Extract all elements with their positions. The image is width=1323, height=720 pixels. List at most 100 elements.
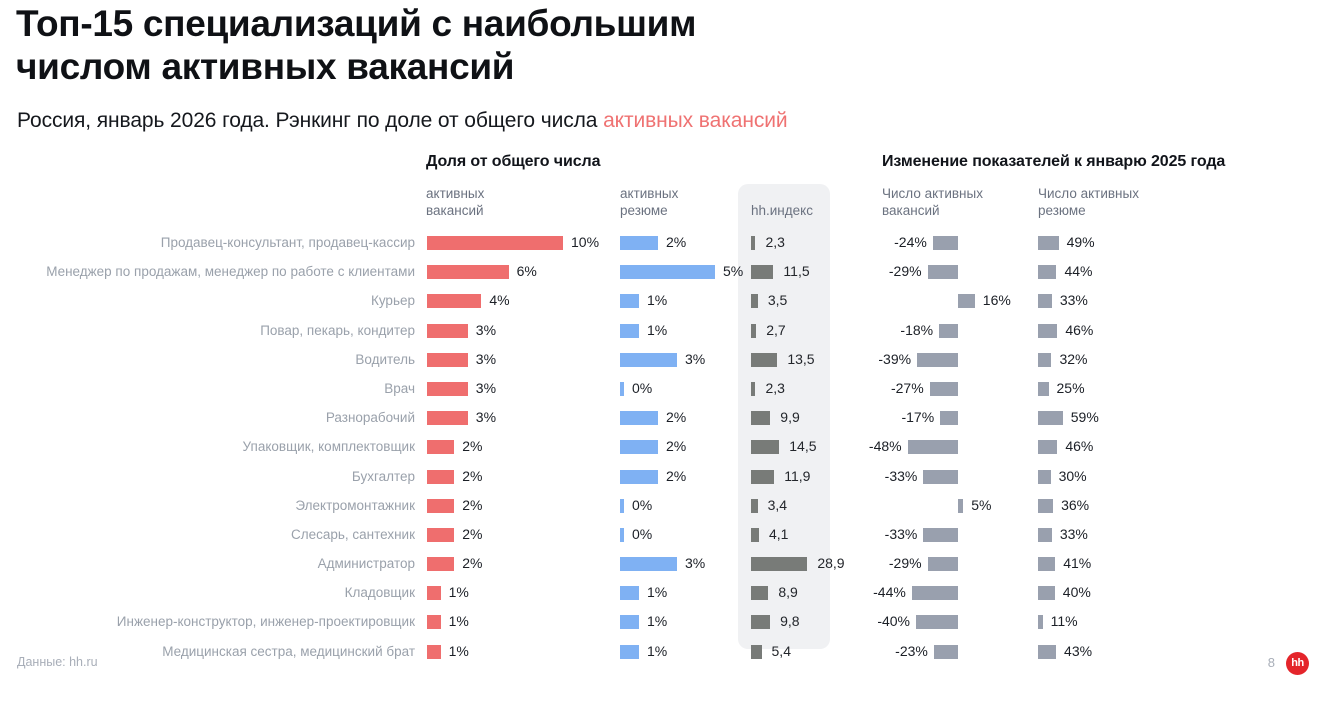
- hh-index-value: 2,3: [765, 379, 785, 396]
- delta-resumes-bar-cell: 46%: [1038, 432, 1188, 461]
- delta-vacancies-cell: -33%: [878, 462, 1028, 491]
- row-label: Слесарь, сантехник: [290, 526, 415, 542]
- page-title: Топ-15 специализаций с наибольшим числом…: [16, 3, 697, 87]
- vacancy-share-bar-cell: 1%: [427, 578, 612, 607]
- delta-vacancies-value: -29%: [888, 263, 922, 280]
- vacancy-share-bar-cell: 1%: [427, 637, 612, 666]
- delta-resumes-value: 40%: [1062, 584, 1091, 601]
- hh-index-bar: [751, 352, 778, 367]
- delta-resumes-bar: [1038, 557, 1056, 572]
- resume-share-bar: [620, 411, 658, 426]
- delta-vacancies-cell: -33%: [878, 520, 1028, 549]
- delta-vacancies-value: -29%: [888, 555, 922, 572]
- resume-share-value: 0%: [632, 379, 653, 396]
- resume-share-value: 1%: [647, 321, 668, 338]
- delta-resumes-bar-cell: 33%: [1038, 286, 1188, 315]
- vacancy-share-value: 2%: [462, 467, 483, 484]
- hh-index-bar: [751, 557, 808, 572]
- delta-resumes-bar: [1038, 411, 1063, 426]
- table-row: Бухгалтер 2% 2% 11,9 -33% 30%: [0, 462, 1323, 491]
- hh-index-bar: [751, 236, 756, 250]
- table-row: Слесарь, сантехник 2% 0% 4,1 -33% 33%: [0, 520, 1323, 549]
- hh-index-value: 14,5: [789, 438, 817, 455]
- delta-vacancies-cell: 16%: [878, 286, 1028, 315]
- resume-share-value: 3%: [685, 555, 706, 572]
- delta-resumes-value: 33%: [1059, 525, 1088, 542]
- hh-index-bar-cell: 9,9: [751, 403, 831, 432]
- row-label: Повар, пекарь, кондитер: [260, 322, 415, 338]
- table-row: Кладовщик 1% 1% 8,9 -44% 40%: [0, 578, 1323, 607]
- hh-index-bar-cell: 14,5: [751, 432, 831, 461]
- hh-index-value: 2,3: [765, 234, 785, 250]
- delta-vacancies-bar: [932, 236, 958, 250]
- vacancy-share-bar-cell: 4%: [427, 286, 612, 315]
- delta-vacancies-bar: [923, 527, 958, 542]
- hh-index-bar-cell: 5,4: [751, 637, 831, 666]
- vacancy-share-bar: [427, 644, 441, 659]
- hh-index-bar-cell: 2,7: [751, 316, 831, 345]
- hh-index-bar: [751, 323, 757, 338]
- delta-vacancies-value: -23%: [895, 642, 928, 659]
- delta-resumes-bar: [1038, 381, 1049, 396]
- resume-share-bar-cell: 0%: [620, 374, 732, 403]
- column-header-delta-vacancies: Число активных вакансий: [882, 186, 983, 218]
- table-row: Электромонтажник 2% 0% 3,4 5% 36%: [0, 491, 1323, 520]
- row-label: Врач: [384, 380, 415, 396]
- row-label: Инженер-конструктор, инженер-проектировщ…: [116, 614, 415, 630]
- delta-vacancies-bar: [958, 498, 964, 513]
- table-row: Медицинская сестра, медицинский брат 1% 1%…: [0, 637, 1323, 666]
- resume-share-bar-cell: 3%: [620, 345, 732, 374]
- delta-resumes-bar: [1038, 294, 1052, 309]
- hh-index-bar-cell: 2,3: [751, 228, 831, 257]
- delta-resumes-value: 59%: [1070, 409, 1099, 426]
- resume-share-value: 5%: [723, 263, 744, 280]
- vacancy-share-value: 3%: [475, 321, 497, 338]
- delta-vacancies-bar: [917, 352, 958, 367]
- delta-vacancies-cell: -40%: [877, 607, 1028, 636]
- delta-vacancies-cell: -29%: [878, 257, 1028, 286]
- row-label: Упаковщик, комплектовщик: [242, 439, 415, 455]
- vacancy-share-bar: [427, 352, 468, 367]
- resume-share-value: 2%: [666, 438, 687, 455]
- delta-resumes-bar-cell: 41%: [1038, 549, 1188, 578]
- delta-resumes-bar-cell: 59%: [1038, 403, 1188, 432]
- delta-vacancies-bar: [940, 411, 958, 426]
- resume-share-bar-cell: 1%: [620, 316, 732, 345]
- delta-vacancies-bar: [911, 586, 958, 601]
- resume-share-bar-cell: 5%: [620, 257, 743, 286]
- delta-vacancies-bar: [939, 323, 958, 338]
- delta-resumes-value: 25%: [1056, 379, 1085, 396]
- resume-share-bar: [620, 644, 639, 659]
- hh-index-bar-cell: 9,8: [751, 607, 831, 636]
- delta-resumes-value: 32%: [1059, 350, 1088, 367]
- resume-share-bar: [620, 352, 677, 367]
- resume-share-bar: [620, 527, 624, 542]
- hh-index-value: 8,9: [778, 584, 798, 601]
- delta-resumes-bar-cell: 46%: [1038, 316, 1188, 345]
- resume-share-value: 2%: [666, 234, 687, 250]
- delta-vacancies-cell: 5%: [878, 491, 1028, 520]
- vacancy-share-bar-cell: 2%: [427, 491, 612, 520]
- delta-resumes-value: 33%: [1059, 292, 1088, 309]
- delta-vacancies-value: -39%: [878, 350, 912, 367]
- column-header-vacancy-share: активных вакансий: [426, 186, 485, 218]
- vacancy-share-bar-cell: 3%: [427, 374, 612, 403]
- row-label: Курьер: [370, 293, 415, 309]
- vacancy-share-bar: [427, 323, 468, 338]
- table-row: Менеджер по продажам, менеджер по работе…: [0, 257, 1323, 286]
- table-row: Разнорабочий 3% 2% 9,9 -17% 59%: [0, 403, 1323, 432]
- vacancy-share-bar: [427, 294, 482, 309]
- vacancy-share-value: 3%: [475, 379, 497, 396]
- row-label: Продавец-консультант, продавец-кассир: [160, 235, 415, 250]
- resume-share-value: 3%: [685, 350, 706, 367]
- hh-index-bar: [751, 527, 759, 542]
- row-label: Водитель: [355, 351, 415, 367]
- hh-index-value: 13,5: [787, 350, 815, 367]
- hh-index-value: 2,7: [766, 321, 786, 338]
- delta-resumes-bar: [1038, 352, 1052, 367]
- delta-resumes-bar-cell: 11%: [1038, 607, 1188, 636]
- delta-resumes-bar-cell: 30%: [1038, 462, 1188, 491]
- delta-vacancies-cell: -18%: [878, 316, 1028, 345]
- hh-logo: hh: [1286, 652, 1309, 675]
- table-row: Администратор 2% 3% 28,9 -29% 41%: [0, 549, 1323, 578]
